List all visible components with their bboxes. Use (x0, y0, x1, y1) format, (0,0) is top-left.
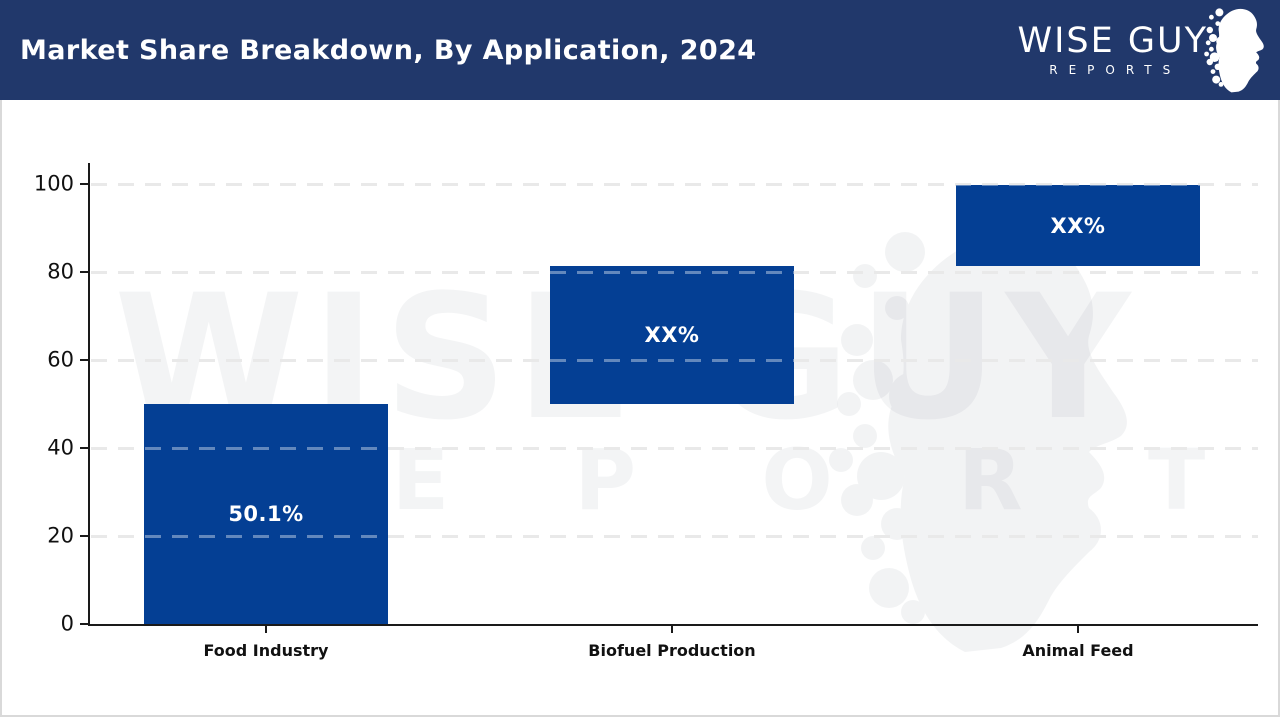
y-tick-label: 100 (33, 171, 74, 196)
x-tick-label: Biofuel Production (588, 641, 756, 660)
logo-name: WISE GUY (1017, 21, 1208, 61)
x-axis-line (88, 624, 1258, 626)
watermark-head-icon (829, 232, 1127, 652)
logo-wordmark: WISE GUY REPORTS (1017, 21, 1208, 77)
y-tick-label: 80 (47, 259, 74, 284)
y-tick-mark (80, 183, 89, 185)
chart-area: WISE GUY R E P O R T S 02040608010050.1%… (0, 100, 1280, 717)
y-tick-mark (80, 271, 89, 273)
gridline (91, 447, 1258, 450)
y-axis-line (88, 163, 90, 626)
bar-value-label: 50.1% (228, 501, 304, 526)
gridline-overlay (91, 271, 1258, 274)
x-tick-mark (671, 626, 673, 633)
bar-value-label: XX% (1050, 213, 1106, 238)
y-tick-mark (80, 447, 89, 449)
y-tick-mark (80, 359, 89, 361)
bar-biofuel-production: XX% (550, 266, 794, 404)
gridline-overlay (91, 447, 1258, 450)
logo-subtitle: REPORTS (1049, 63, 1182, 77)
logo-head-icon (1204, 8, 1264, 93)
x-tick-label: Animal Feed (1022, 641, 1134, 660)
x-tick-label: Food Industry (203, 641, 329, 660)
y-tick-label: 40 (47, 435, 74, 460)
y-tick-mark (80, 535, 89, 537)
wiseguy-logo: WISE GUY REPORTS (1017, 6, 1270, 94)
x-tick-mark (265, 626, 267, 633)
gridline (91, 535, 1258, 538)
y-tick-mark (80, 623, 89, 625)
bar-animal-feed: XX% (956, 184, 1200, 267)
x-tick-mark (1077, 626, 1079, 633)
bar-value-label: XX% (644, 322, 700, 347)
y-tick-label: 20 (47, 523, 74, 548)
header-bar: Market Share Breakdown, By Application, … (0, 0, 1280, 100)
chart-title: Market Share Breakdown, By Application, … (20, 34, 757, 66)
y-tick-label: 0 (60, 611, 74, 636)
gridline (91, 183, 1258, 186)
bar-food-industry: 50.1% (144, 403, 388, 624)
gridline-overlay (91, 359, 1258, 362)
gridline-overlay (91, 535, 1258, 538)
y-tick-label: 60 (47, 347, 74, 372)
gridline-overlay (91, 183, 1258, 186)
